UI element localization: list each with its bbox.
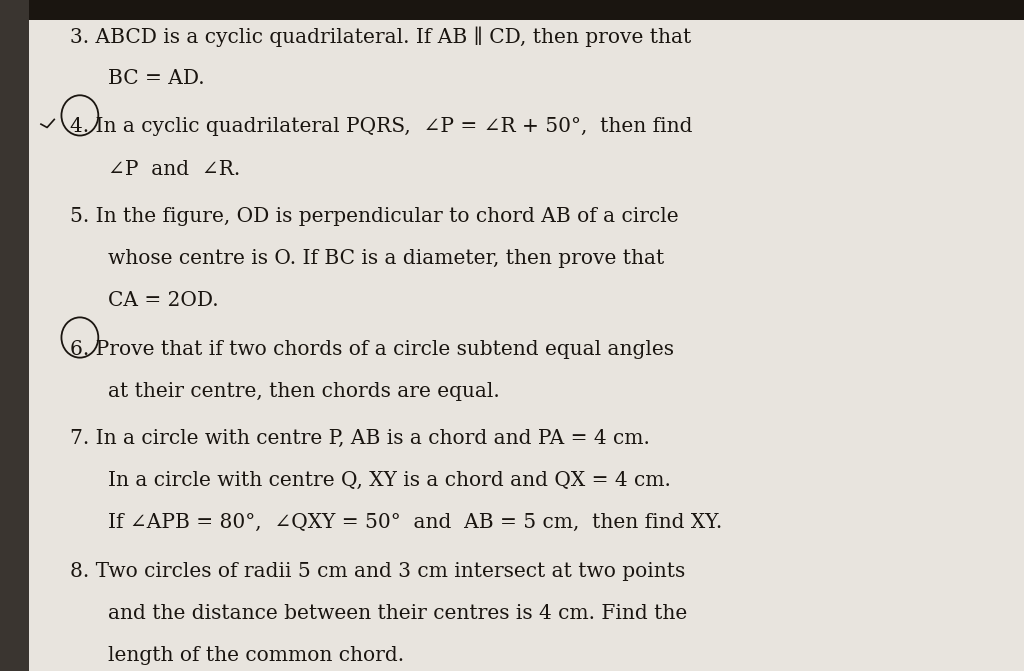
Bar xyxy=(29,0,1024,20)
Text: 4. In a cyclic quadrilateral PQRS,  ∠P = ∠R + 50°,  then find: 4. In a cyclic quadrilateral PQRS, ∠P = … xyxy=(70,117,692,136)
Text: In a circle with centre Q, XY is a chord and QX = 4 cm.: In a circle with centre Q, XY is a chord… xyxy=(108,471,671,490)
Text: 8. Two circles of radii 5 cm and 3 cm intersect at two points: 8. Two circles of radii 5 cm and 3 cm in… xyxy=(70,562,685,580)
Text: If ∠APB = 80°,  ∠QXY = 50°  and  AB = 5 cm,  then find XY.: If ∠APB = 80°, ∠QXY = 50° and AB = 5 cm,… xyxy=(108,513,722,532)
Bar xyxy=(0,0,29,671)
Text: 7. In a circle with centre P, AB is a chord and PA = 4 cm.: 7. In a circle with centre P, AB is a ch… xyxy=(70,429,649,448)
Text: 6. Prove that if two chords of a circle subtend equal angles: 6. Prove that if two chords of a circle … xyxy=(70,340,674,358)
Text: length of the common chord.: length of the common chord. xyxy=(108,646,403,665)
Text: CA = 2OD.: CA = 2OD. xyxy=(108,291,218,310)
Text: and the distance between their centres is 4 cm. Find the: and the distance between their centres i… xyxy=(108,604,687,623)
Text: 5. In the figure, OD is perpendicular to chord AB of a circle: 5. In the figure, OD is perpendicular to… xyxy=(70,207,678,225)
Text: whose centre is O. If BC is a diameter, then prove that: whose centre is O. If BC is a diameter, … xyxy=(108,249,664,268)
Text: 3. ABCD is a cyclic quadrilateral. If AB ∥ CD, then prove that: 3. ABCD is a cyclic quadrilateral. If AB… xyxy=(70,27,691,48)
Text: at their centre, then chords are equal.: at their centre, then chords are equal. xyxy=(108,382,500,401)
Text: BC = AD.: BC = AD. xyxy=(108,69,204,88)
Text: ∠P  and  ∠R.: ∠P and ∠R. xyxy=(108,160,240,178)
